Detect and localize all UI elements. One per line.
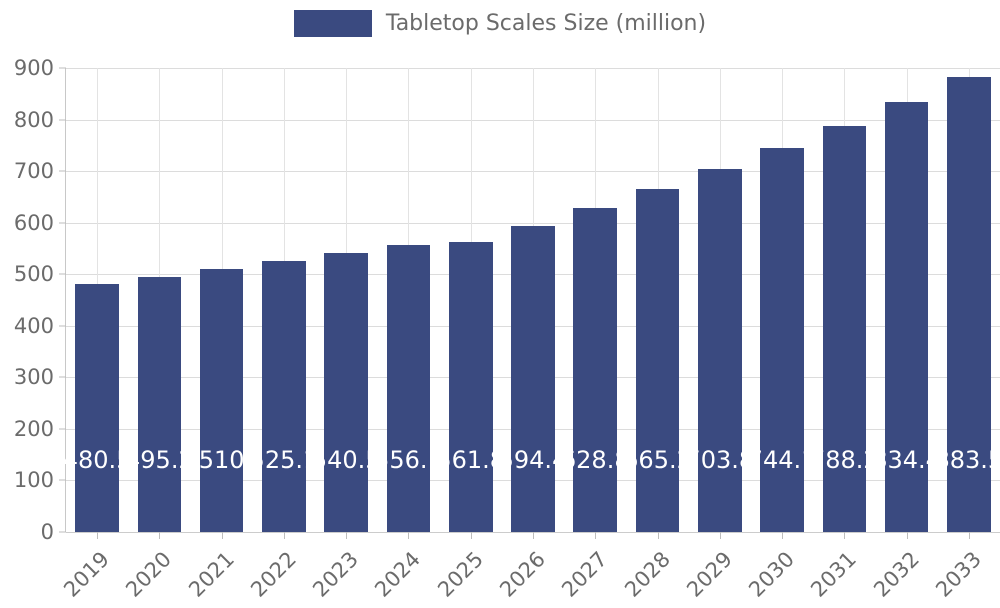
bar[interactable]: 883.5 [934, 76, 1000, 532]
x-axis-tick-mark [159, 532, 160, 539]
y-axis-tick-mark [59, 376, 66, 378]
bar[interactable]: 628.8 [561, 207, 630, 532]
bar-value-label: 744.1 [747, 446, 817, 474]
bar[interactable]: 510 [198, 269, 245, 532]
y-axis-tick-label: 400 [13, 313, 54, 338]
x-axis-tick-label: 2021 [183, 547, 239, 602]
x-axis-tick-label: 2027 [557, 547, 613, 602]
bar[interactable]: 703.8 [685, 169, 754, 532]
bar-value-label: 556.1 [374, 446, 443, 474]
x-axis-tick-mark [782, 532, 783, 539]
bar[interactable]: 744.1 [748, 148, 816, 532]
plot-area: 0 100 200 300 400 500 600 700 800 900 480.5 495.2 5… [14, 56, 1000, 602]
x-axis-tick-label: 2030 [744, 547, 800, 602]
x-axis-tick-mark [658, 532, 659, 539]
x-axis-tick-label: 2019 [59, 547, 115, 602]
y-axis-tick-mark [59, 479, 66, 481]
x-axis-tick-label: 2020 [121, 547, 177, 602]
bar-value-label: 628.8 [560, 446, 630, 474]
x-axis-tick-label: 2026 [495, 547, 550, 602]
y-axis-spine [65, 68, 66, 532]
x-axis-tick-label: 2028 [619, 547, 675, 602]
bar-value-label: 525.1 [249, 446, 319, 474]
bar[interactable]: 594.4 [499, 225, 567, 532]
x-axis-tick-mark [97, 532, 98, 539]
x-axis-tick-mark [720, 532, 721, 539]
y-axis-tick-mark [59, 273, 66, 275]
x-axis-tick-mark [844, 532, 845, 539]
bar-value-label: 703.8 [685, 446, 755, 474]
bar[interactable]: 561.8 [436, 242, 505, 532]
bar[interactable]: 480.5 [63, 284, 131, 532]
x-axis-tick-mark [222, 532, 223, 539]
bar-value-label: 540.5 [311, 446, 381, 474]
bar[interactable]: 665.2 [623, 189, 692, 532]
y-axis-tick-label: 700 [13, 159, 54, 184]
x-axis-tick-mark [346, 532, 347, 539]
chart-legend: Tabletop Scales Size (million) [0, 10, 1000, 37]
y-axis-tick-label: 600 [13, 210, 54, 235]
legend-label: Tabletop Scales Size (million) [385, 10, 707, 36]
y-axis-tick-label: 300 [13, 365, 54, 390]
y-axis-tick-label: 200 [13, 416, 54, 441]
x-axis-tick-mark [533, 532, 534, 539]
bar-value-label: 561.8 [436, 446, 506, 474]
x-axis-tick-mark [408, 532, 409, 539]
bar[interactable]: 788.2 [810, 125, 879, 532]
x-axis-tick-label: 2031 [806, 547, 862, 602]
x-axis-tick-label: 2033 [931, 547, 986, 602]
bar[interactable]: 495.2 [125, 276, 194, 532]
bar-value-label: 788.2 [809, 446, 879, 474]
y-axis-tick-mark [59, 325, 66, 327]
y-axis-tick-mark [59, 222, 66, 224]
y-axis-tick-mark [59, 170, 66, 172]
x-axis-tick-label: 2029 [681, 547, 737, 602]
x-axis-tick-label: 2023 [308, 547, 364, 602]
y-axis-tick-mark [59, 428, 66, 430]
bar[interactable]: 556.1 [374, 245, 443, 532]
bar-value-label: 883.5 [934, 446, 1000, 474]
y-axis-tick-mark [59, 67, 66, 69]
y-axis-tick-label: 500 [13, 262, 54, 287]
x-axis-tick-label: 2022 [246, 547, 301, 602]
y-axis-tick-label: 800 [13, 107, 54, 132]
x-axis-tick-mark [969, 532, 970, 539]
bar-value-label: 480.5 [62, 446, 132, 474]
x-axis-tick-label: 2025 [432, 547, 488, 602]
bar-value-label: 665.2 [623, 446, 692, 474]
x-axis-tick-mark [471, 532, 472, 539]
x-axis-tick-mark [907, 532, 908, 539]
legend-swatch [293, 10, 372, 37]
x-axis-tick-label: 2024 [370, 547, 426, 602]
x-axis-tick-mark [595, 532, 596, 539]
bar-value-label: 594.4 [498, 446, 568, 474]
x-axis-tick-mark [284, 532, 285, 539]
y-axis-tick-mark [59, 531, 66, 533]
bar-value-label: 510 [198, 446, 245, 474]
y-axis-tick-label: 0 [40, 520, 54, 544]
bar-value-label: 495.2 [125, 446, 194, 474]
y-axis-tick-label: 900 [13, 56, 54, 80]
bar-value-label: 834.4 [872, 446, 941, 474]
bar[interactable]: 540.5 [312, 253, 381, 532]
bar[interactable]: 525.1 [250, 261, 318, 532]
y-axis-tick-mark [59, 119, 66, 121]
x-axis-tick-label: 2032 [868, 547, 924, 602]
y-axis-tick-label: 100 [13, 468, 54, 493]
bar[interactable]: 834.4 [872, 101, 941, 532]
